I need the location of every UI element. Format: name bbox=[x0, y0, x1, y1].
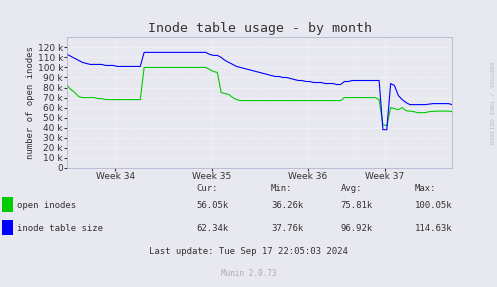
Text: Cur:: Cur: bbox=[196, 184, 218, 193]
Title: Inode table usage - by month: Inode table usage - by month bbox=[148, 22, 372, 35]
Text: 96.92k: 96.92k bbox=[340, 224, 373, 233]
Text: Munin 2.0.73: Munin 2.0.73 bbox=[221, 269, 276, 278]
Text: 37.76k: 37.76k bbox=[271, 224, 303, 233]
Text: 56.05k: 56.05k bbox=[196, 201, 229, 210]
Text: 114.63k: 114.63k bbox=[415, 224, 453, 233]
Text: inode table size: inode table size bbox=[17, 224, 103, 233]
Text: open inodes: open inodes bbox=[17, 201, 77, 210]
Text: Avg:: Avg: bbox=[340, 184, 362, 193]
Text: Max:: Max: bbox=[415, 184, 436, 193]
Text: 100.05k: 100.05k bbox=[415, 201, 453, 210]
Text: 75.81k: 75.81k bbox=[340, 201, 373, 210]
Text: RRDTOOL / TOBI OETIKER: RRDTOOL / TOBI OETIKER bbox=[489, 62, 494, 145]
Text: 36.26k: 36.26k bbox=[271, 201, 303, 210]
Text: 62.34k: 62.34k bbox=[196, 224, 229, 233]
Text: Min:: Min: bbox=[271, 184, 292, 193]
Y-axis label: number of open inodes: number of open inodes bbox=[26, 46, 35, 159]
Text: Last update: Tue Sep 17 22:05:03 2024: Last update: Tue Sep 17 22:05:03 2024 bbox=[149, 247, 348, 256]
